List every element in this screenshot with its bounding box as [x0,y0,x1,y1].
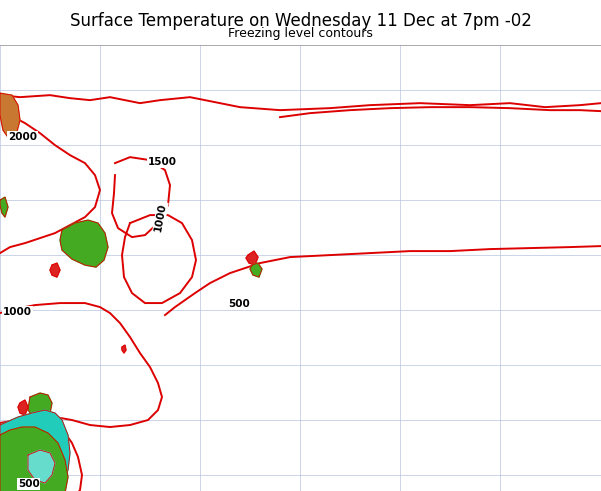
Polygon shape [18,400,28,415]
Polygon shape [28,393,52,420]
Polygon shape [60,220,108,267]
Polygon shape [0,410,70,491]
Polygon shape [0,197,8,217]
Text: 1500: 1500 [148,157,177,167]
Polygon shape [250,263,262,277]
Polygon shape [0,427,68,491]
Text: 1000: 1000 [3,307,32,317]
Text: 2000: 2000 [8,132,37,142]
Polygon shape [28,450,55,483]
Text: 500: 500 [228,299,250,309]
Text: Freezing level contours: Freezing level contours [228,27,373,40]
Polygon shape [0,93,20,140]
Polygon shape [246,251,258,265]
Text: Surface Temperature on Wednesday 11 Dec at 7pm -02: Surface Temperature on Wednesday 11 Dec … [70,12,531,30]
Polygon shape [122,345,126,353]
Polygon shape [50,263,60,277]
Text: 1000: 1000 [153,202,168,232]
Text: 500: 500 [18,479,40,489]
